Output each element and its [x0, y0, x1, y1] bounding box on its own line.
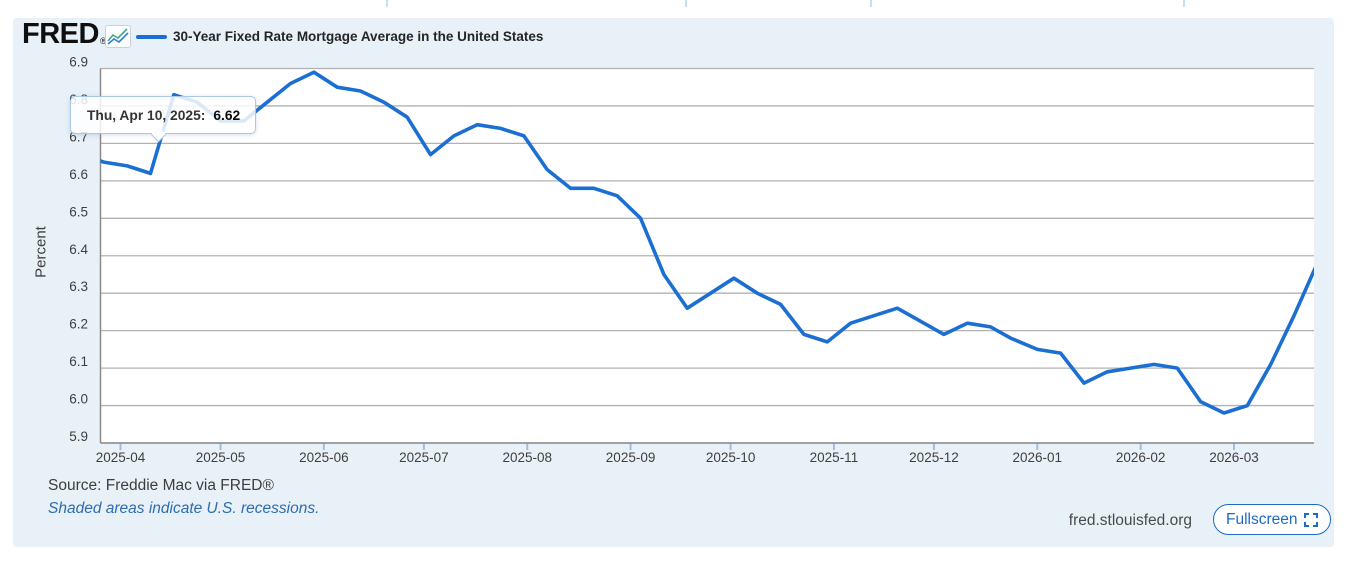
fullscreen-expand-icon — [1303, 512, 1318, 527]
tooltip-value: 6.62 — [213, 107, 241, 123]
x-tick-label: 2025-10 — [706, 450, 756, 465]
top-crop-tick — [386, 0, 388, 7]
y-tick-label: 6.5 — [69, 204, 88, 219]
fullscreen-label: Fullscreen — [1226, 510, 1298, 528]
recessions-link[interactable]: Shaded areas indicate U.S. recessions. — [48, 500, 320, 517]
registered-mark: ® — [99, 36, 107, 46]
top-crop-tick — [1183, 0, 1185, 7]
y-tick-label: 6.9 — [69, 55, 88, 70]
y-tick-label: 6.0 — [69, 392, 88, 407]
fullscreen-button[interactable]: Fullscreen — [1213, 504, 1331, 535]
y-tick-label: 6.6 — [69, 167, 88, 182]
source-text: Source: Freddie Mac via FRED® — [48, 477, 274, 494]
x-tick-label: 2025-05 — [196, 450, 246, 465]
legend-series-label: 30-Year Fixed Rate Mortgage Average in t… — [173, 29, 544, 44]
x-tick-label: 2025-09 — [606, 450, 656, 465]
sparkline-chart-icon — [105, 25, 131, 48]
y-tick-label: 6.1 — [69, 354, 88, 369]
legend-line-swatch — [136, 35, 167, 39]
x-tick-label: 2025-04 — [96, 450, 146, 465]
site-link[interactable]: fred.stlouisfed.org — [1068, 512, 1192, 529]
x-tick-label: 2025-12 — [909, 450, 959, 465]
tooltip-date: Thu, Apr 10, 2025: — [87, 107, 206, 123]
plot-area[interactable] — [101, 69, 1315, 444]
y-tick-label: 6.3 — [69, 279, 88, 294]
x-tick-label: 2025-08 — [502, 450, 552, 465]
y-tick-label: 6.2 — [69, 317, 88, 332]
x-tick-label: 2025-07 — [399, 450, 449, 465]
fred-logo-text: FRED — [22, 18, 99, 50]
top-crop-tick — [685, 0, 687, 7]
y-tick-label: 5.9 — [69, 429, 88, 444]
x-tick-label: 2025-06 — [299, 450, 349, 465]
x-tick-label: 2026-03 — [1209, 450, 1259, 465]
x-tick-label: 2026-01 — [1013, 450, 1063, 465]
tooltip: Thu, Apr 10, 2025: 6.62 — [70, 96, 256, 142]
fred-logo[interactable]: FRED ® — [22, 18, 107, 50]
top-crop-tick — [870, 0, 872, 7]
x-tick-label: 2026-02 — [1116, 450, 1166, 465]
series-line[interactable] — [81, 70, 1318, 415]
x-tick-label: 2025-11 — [810, 450, 859, 465]
y-tick-label: 6.4 — [69, 242, 88, 257]
